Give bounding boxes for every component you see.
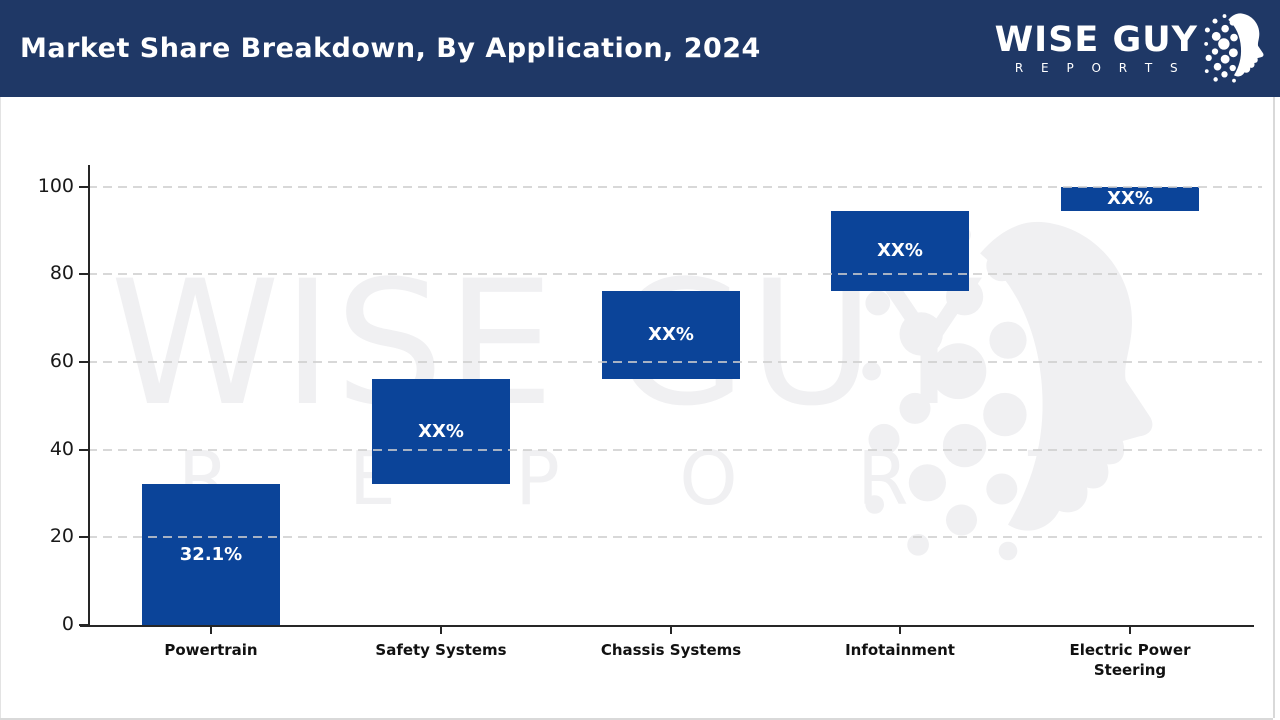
y-tick-label: 20 [49,525,74,548]
brand-subtitle: R E P O R T S [1014,60,1185,75]
y-tick-mark [79,536,88,539]
brand-logo: WISE GUY R E P O R T S [995,11,1280,87]
gridline-40 [88,448,1262,451]
bar-powertrain [142,484,280,625]
x-tick-mark [670,625,672,634]
bar-electric-power-steering [1061,186,1199,212]
y-tick-mark [79,185,88,188]
bar-safety-systems [372,379,510,485]
x-tick-mark [1129,625,1131,634]
x-category-label: Electric Power Steering [1069,641,1191,679]
y-tick-label: 80 [49,262,74,285]
figure-bottom-border [0,718,1273,720]
bar-value-label: XX% [648,324,694,346]
dotted-head-icon [1204,12,1264,83]
brand-logo-text: WISE GUY R E P O R T S [994,19,1198,75]
y-tick-mark [79,273,88,276]
y-tick-label: 0 [61,613,74,635]
bar-infotainment [831,211,969,291]
y-tick-mark [79,448,88,451]
gridline-80 [88,273,1262,276]
y-tick-mark [79,624,88,626]
x-axis-line [80,625,1254,627]
x-tick-mark [440,625,442,634]
bar-value-label: 32.1% [179,544,243,566]
brand-name: WISE GUY [994,19,1198,60]
y-tick-mark [79,360,88,363]
x-tick-mark [899,625,901,634]
bar-value-label: XX% [877,240,923,262]
x-category-label: Powertrain [164,641,258,659]
bar-value-label: XX% [1107,188,1153,210]
header-bar: Market Share Breakdown, By Application, … [0,0,1280,97]
y-axis-line [88,165,90,627]
y-tick-label: 40 [49,437,74,460]
x-category-label: Infotainment [845,641,955,659]
bar-value-label: XX% [418,421,464,443]
chart-title: Market Share Breakdown, By Application, … [20,33,761,64]
x-category-label: Chassis Systems [600,641,742,659]
gridline-20 [88,536,1262,539]
gridline-60 [88,360,1262,363]
gridline-100 [88,185,1262,188]
x-tick-mark [210,625,212,634]
x-category-label: Safety Systems [375,641,507,659]
bar-chassis-systems [602,290,740,379]
y-tick-label: 60 [49,349,74,372]
y-tick-label: 100 [37,174,74,197]
